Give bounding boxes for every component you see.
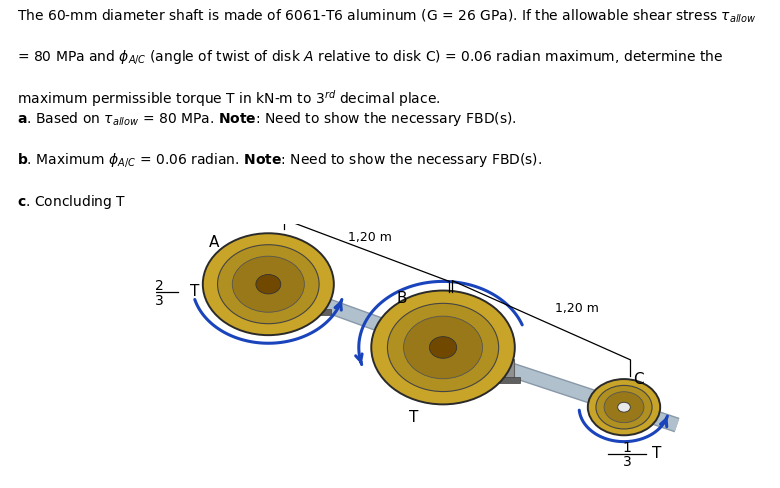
Text: $\mathbf{a}$. Based on $\tau_{allow}$ = 80 MPa. $\mathbf{Note}$: Need to show th: $\mathbf{a}$. Based on $\tau_{allow}$ = … (17, 110, 516, 128)
Bar (491, 359, 514, 378)
Ellipse shape (256, 275, 281, 294)
Bar (301, 290, 325, 310)
Ellipse shape (596, 386, 652, 429)
Text: T: T (190, 284, 200, 299)
Text: The 60-mm diameter shaft is made of 6061-T6 aluminum (G = 26 GPa). If the allowa: The 60-mm diameter shaft is made of 6061… (17, 7, 757, 25)
Ellipse shape (588, 379, 660, 435)
Text: B: B (396, 291, 406, 306)
Text: T: T (409, 410, 418, 425)
Text: $\mathbf{b}$. Maximum $\phi_{A/C}$ = 0.06 radian. $\mathbf{Note}$: Need to show : $\mathbf{b}$. Maximum $\phi_{A/C}$ = 0.0… (17, 151, 542, 169)
Bar (295, 308, 331, 315)
Ellipse shape (203, 233, 334, 335)
Ellipse shape (618, 402, 630, 412)
Ellipse shape (232, 256, 304, 312)
Text: = 80 MPa and $\phi_{A/C}$ (angle of twist of disk $\mathit{A}$ relative to disk : = 80 MPa and $\phi_{A/C}$ (angle of twis… (17, 48, 724, 65)
Text: 1: 1 (622, 441, 632, 455)
Ellipse shape (604, 392, 644, 423)
Ellipse shape (218, 244, 319, 324)
Text: 1,20 m: 1,20 m (555, 302, 599, 315)
Ellipse shape (388, 304, 498, 391)
Text: T: T (652, 446, 661, 461)
Text: maximum permissible torque T in kN-m to 3$^{rd}$ decimal place.: maximum permissible torque T in kN-m to … (17, 88, 441, 109)
Text: 3: 3 (154, 294, 164, 308)
Text: $(\mathit{N})$: $(\mathit{N})$ (439, 364, 484, 395)
Ellipse shape (403, 316, 483, 379)
Ellipse shape (430, 337, 456, 358)
Text: 3: 3 (622, 455, 632, 468)
Text: 2: 2 (154, 279, 164, 293)
Ellipse shape (371, 290, 515, 405)
Text: $\mathbf{c}$. Concluding T: $\mathbf{c}$. Concluding T (17, 193, 126, 211)
Text: C: C (633, 371, 644, 386)
Bar (484, 377, 520, 384)
Text: A: A (209, 235, 219, 249)
Text: 1,20 m: 1,20 m (348, 231, 392, 244)
